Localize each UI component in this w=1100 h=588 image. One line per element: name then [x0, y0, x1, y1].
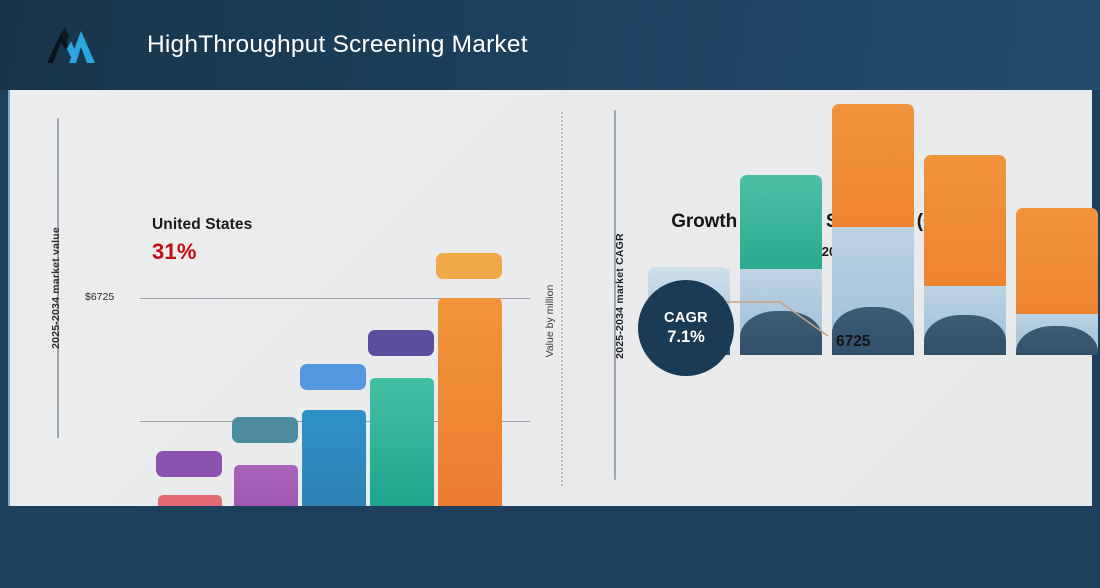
gridline-upper: [140, 298, 530, 299]
callout-connector-line: [720, 301, 829, 337]
right-chart-title: Growth Forecast Snapshot (CAGR): [671, 211, 985, 232]
cap-2024[interactable]: [436, 253, 502, 279]
cap-2025[interactable]: [368, 330, 434, 356]
cap-2033[interactable]: [156, 451, 222, 477]
stacked-bar-2027[interactable]: [1016, 208, 1098, 355]
segment-base-2031: [740, 311, 822, 355]
left-secondary-axis-label: Value by million: [544, 284, 556, 358]
left-y-axis-line: [57, 118, 59, 438]
bar-2025[interactable]: [370, 378, 434, 527]
segment-base-2027: [1016, 326, 1098, 355]
stacked-bar-2029[interactable]: [924, 155, 1006, 355]
segment-base-2033: [832, 307, 914, 355]
right-y-axis-line: [614, 110, 616, 480]
left-y-axis-label: 2025-2034 market value: [50, 227, 62, 349]
stacked-bar-2031[interactable]: [740, 175, 822, 355]
cap-2026[interactable]: [300, 364, 366, 390]
right-chart-subtitle: Outlook (2025–2034): [764, 244, 892, 259]
segment-forecast-2027: [1016, 208, 1098, 316]
bar-2024[interactable]: [438, 298, 502, 527]
segment-highlight-2031: [740, 175, 822, 271]
ama-mountain-logo-icon: [45, 25, 97, 65]
cagr-badge-label: CAGR: [664, 309, 708, 326]
callout-value-label: 6725: [836, 333, 871, 350]
panel-divider: [561, 112, 563, 486]
region-share-value: 31%: [152, 239, 197, 264]
segment-forecast-2029: [924, 155, 1006, 288]
cagr-badge-value: 7.1%: [667, 327, 705, 346]
page-title: HighThroughput Screening Market: [147, 31, 528, 58]
page-header: HighThroughput Screening Market: [0, 0, 1100, 90]
region-name-label: United States: [152, 216, 253, 233]
page-footer: @ All Market Analysis Snapshot GlobalHig…: [0, 506, 1100, 588]
cap-dots[interactable]: [232, 417, 298, 443]
stacked-bar-2033[interactable]: [832, 104, 914, 355]
charts-card: 2025-2034 market value Value by million …: [8, 90, 1098, 546]
segment-base-2029: [924, 315, 1006, 355]
y-tick-label-upper: $6725: [85, 291, 115, 303]
segment-forecast-2033: [832, 104, 914, 229]
cagr-badge: CAGR 7.1%: [638, 280, 734, 376]
left-chart-panel: 2025-2034 market value Value by million …: [10, 90, 562, 546]
